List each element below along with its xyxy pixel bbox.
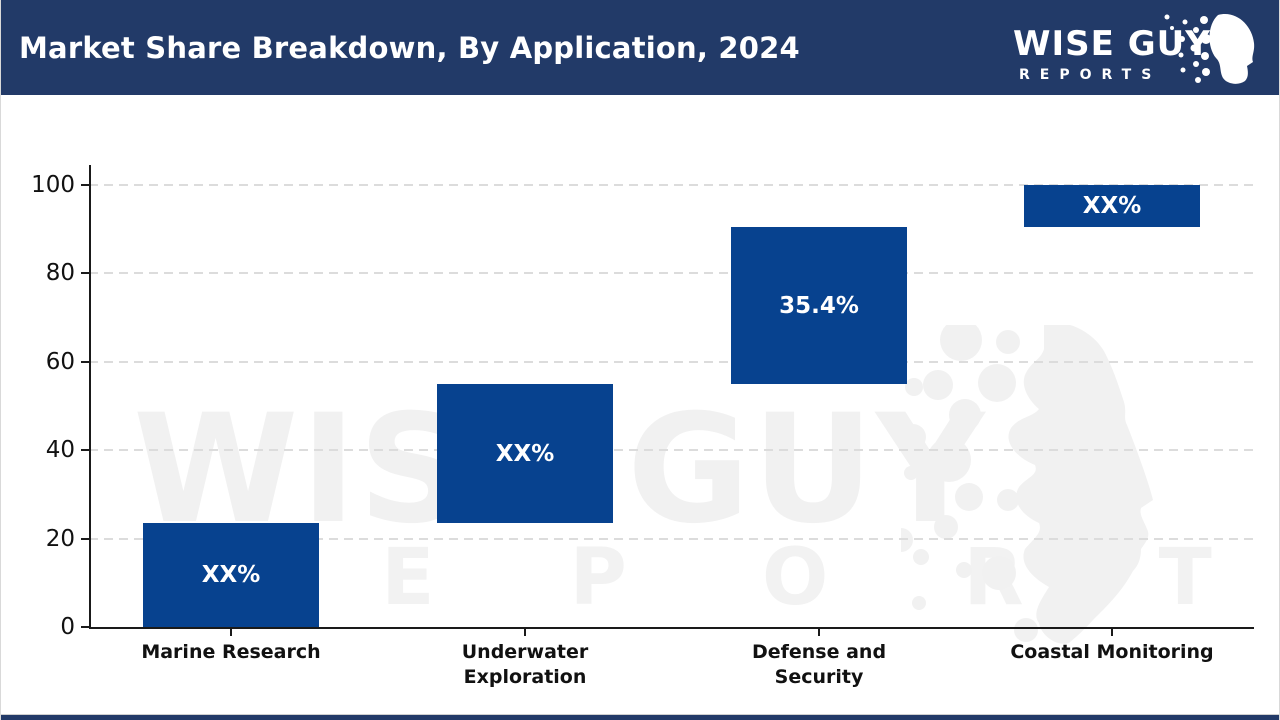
gridline [89, 537, 1254, 540]
logo-wordmark: WISE GUY [1013, 24, 1211, 64]
x-category-label-line: Coastal Monitoring [1010, 641, 1214, 663]
chart-title: Market Share Breakdown, By Application, … [19, 30, 800, 65]
y-tick-label: 60 [45, 348, 75, 375]
x-category-label-line: Defense and [751, 641, 887, 663]
gridline [89, 360, 1254, 363]
x-tick-mark [818, 627, 820, 636]
x-category-label: Underwater Exploration [462, 640, 589, 690]
bar: 35.4% [731, 227, 907, 385]
bar-value-label: XX% [495, 440, 555, 467]
bar-value-label: 35.4% [779, 292, 859, 319]
x-axis [89, 627, 1254, 629]
wiseguy-logo: WISE GUY REPORTS [1013, 13, 1255, 84]
gridline [89, 272, 1254, 274]
x-tick-mark [1111, 627, 1113, 636]
x-category-label-line: Exploration [463, 666, 587, 688]
logo-face-icon [1164, 13, 1255, 84]
y-tick-label: 0 [60, 614, 75, 640]
header-bar: Market Share Breakdown, By Application, … [1, 0, 1279, 95]
footer-accent-bar [1, 714, 1279, 720]
bar-value-label: XX% [201, 562, 261, 589]
y-tick-mark [81, 183, 89, 186]
bar: XX% [1024, 184, 1200, 228]
logo-subtext: REPORTS [1019, 67, 1161, 83]
gridline [89, 183, 1254, 186]
bar-value-label: XX% [1082, 192, 1142, 219]
y-tick-mark [81, 272, 89, 274]
x-category-label: Defense and Security [752, 640, 886, 690]
y-tick-mark [81, 537, 89, 540]
x-tick-mark [230, 627, 232, 636]
bar: XX% [437, 384, 613, 524]
y-tick-mark [81, 360, 89, 363]
x-category-label-line: Marine Research [141, 641, 321, 663]
x-category-label: Marine Research [141, 640, 320, 665]
bar: XX% [143, 523, 319, 627]
y-tick-label: 20 [45, 525, 75, 552]
y-tick-label: 40 [45, 437, 75, 463]
gridline [89, 449, 1254, 451]
plot-area: 0 20 40 60 80 100 XX% Marine Research XX% Underwa… [1, 95, 1279, 715]
y-tick-label: 100 [31, 171, 75, 198]
y-tick-mark [81, 449, 89, 451]
y-tick-mark [81, 626, 89, 628]
y-axis [89, 165, 91, 629]
chart-area: WISE GUY R E P O R T S 020406080100XX%Ma… [1, 95, 1279, 715]
x-tick-mark [524, 627, 526, 636]
x-category-label: Coastal Monitoring [1010, 640, 1213, 665]
x-category-label-line: Underwater [461, 641, 589, 663]
y-tick-label: 80 [45, 260, 75, 286]
x-category-label-line: Security [774, 666, 864, 688]
